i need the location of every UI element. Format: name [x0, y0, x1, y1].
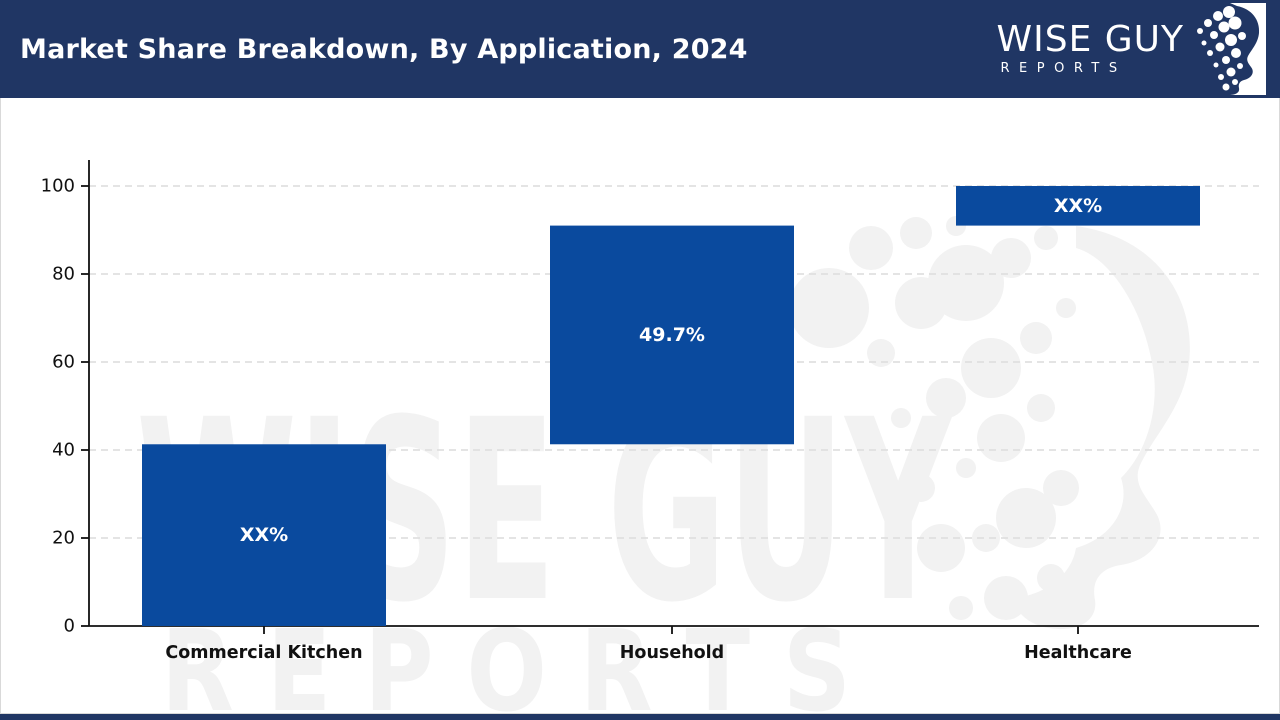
bar-value-label: 49.7%	[639, 324, 705, 346]
logo-text: WISE GUY REPORTS	[996, 19, 1185, 77]
watermark-face-dot	[900, 217, 932, 249]
watermark-face-dot	[867, 339, 895, 367]
header-bar: Market Share Breakdown, By Application, …	[0, 0, 1280, 98]
y-tick-label: 60	[52, 352, 75, 373]
watermark-face-dot	[1020, 322, 1052, 354]
watermark-face-profile	[1013, 226, 1190, 630]
watermark-face-dot	[956, 458, 976, 478]
y-tick-label: 40	[52, 440, 75, 461]
watermark-face-dot	[949, 596, 973, 620]
y-tick-label: 100	[41, 176, 75, 197]
logo-subtitle: REPORTS	[1000, 61, 1127, 76]
watermark-face-dot	[977, 414, 1025, 462]
x-category-label: Household	[620, 643, 724, 663]
bar-value-label: XX%	[240, 524, 288, 546]
watermark-face-dot	[917, 524, 965, 572]
y-tick-label: 20	[52, 528, 75, 549]
footer-bar	[0, 714, 1280, 720]
watermark-face-dot	[1056, 298, 1076, 318]
watermark-face-dot	[972, 524, 1000, 552]
bar-value-label: XX%	[1054, 195, 1102, 217]
chart-title: Market Share Breakdown, By Application, …	[20, 33, 748, 65]
watermark-face-dot	[991, 238, 1031, 278]
watermark-face-dot	[1027, 394, 1055, 422]
watermark-face-dot	[926, 378, 966, 418]
bar	[550, 225, 794, 445]
x-category-label: Commercial Kitchen	[165, 643, 362, 663]
logo-wordmark: WISE GUY	[996, 19, 1184, 60]
watermark-face-dot	[1043, 470, 1079, 506]
y-tick-label: 80	[52, 264, 75, 285]
y-tick-label: 0	[64, 616, 75, 637]
watermark-face-dot	[849, 226, 893, 270]
watermark-face-dot	[789, 268, 869, 348]
wise-guy-logo: WISE GUY REPORTS	[996, 3, 1266, 95]
x-category-label: Healthcare	[1024, 643, 1132, 663]
watermark-face-dot	[928, 245, 1004, 321]
watermark-face-dot	[996, 488, 1056, 548]
watermark-face-dot	[891, 408, 911, 428]
bar	[956, 186, 1200, 226]
bar	[142, 444, 386, 626]
logo-face-icon	[1197, 3, 1266, 95]
watermark-face-dot	[961, 338, 1021, 398]
chart-area: WISE GUY R E P O R T S 0 20 40 60 80 100 XX% Comm…	[0, 98, 1280, 714]
watermark-face-dot	[984, 576, 1028, 620]
watermark-face-dot	[1034, 226, 1058, 250]
watermark-face-dot	[907, 474, 935, 502]
